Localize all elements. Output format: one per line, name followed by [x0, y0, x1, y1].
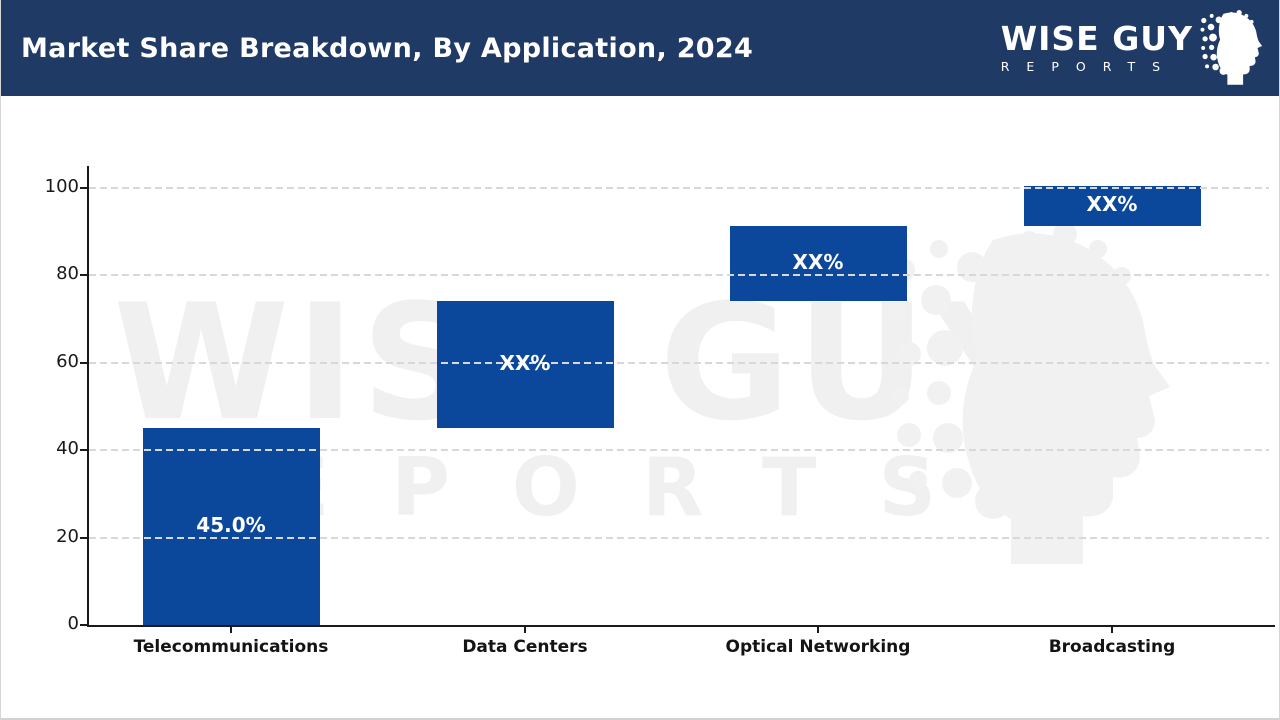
- y-tick-40: [80, 449, 89, 451]
- category-label-telecommunications: Telecommunications: [133, 637, 329, 657]
- category-label-broadcasting: Broadcasting: [1048, 637, 1176, 657]
- x-tick-data-centers: [524, 625, 526, 633]
- y-tick-0: [80, 624, 89, 626]
- y-tick-label-20: 20: [56, 525, 79, 547]
- brand-logo-text: WISE GUY REPORTS: [1001, 21, 1193, 75]
- gridline-100: [89, 186, 1269, 189]
- brand-subtext: REPORTS: [1000, 59, 1178, 74]
- page-header: Market Share Breakdown, By Application, …: [1, 0, 1279, 96]
- y-tick-label-80: 80: [56, 263, 79, 284]
- gridline-20: [89, 536, 1269, 539]
- bar-value-label-broadcasting: XX%: [1086, 192, 1138, 217]
- bar-broadcasting: [1023, 186, 1201, 226]
- y-tick-100: [80, 186, 89, 189]
- y-tick-label-60: 60: [56, 350, 79, 372]
- bar-value-label-telecommunications: 45.0%: [196, 512, 266, 537]
- gridline-80: [89, 274, 1269, 276]
- page-title: Market Share Breakdown, By Application, …: [21, 32, 754, 64]
- y-tick-label-0: 0: [67, 613, 79, 634]
- y-tick-20: [80, 536, 89, 539]
- brand-logo: WISE GUY REPORTS: [1001, 10, 1263, 86]
- bar-data-centers: [436, 301, 614, 429]
- bar-value-label-optical-networking: XX%: [792, 249, 844, 274]
- gridline-40: [89, 449, 1269, 451]
- category-label-optical-networking: Optical Networking: [725, 637, 911, 657]
- x-tick-optical-networking: [817, 625, 819, 633]
- y-tick-60: [80, 361, 89, 364]
- brand-wordmark: WISE GUY: [1000, 19, 1193, 58]
- brand-face-icon: [1197, 10, 1263, 86]
- y-tick-label-100: 100: [44, 175, 79, 197]
- bar-value-label-data-centers: XX%: [499, 350, 551, 375]
- y-tick-label-40: 40: [56, 438, 79, 459]
- x-tick-broadcasting: [1111, 625, 1113, 633]
- category-label-data-centers: Data Centers: [462, 637, 588, 657]
- x-tick-telecommunications: [230, 625, 232, 633]
- x-axis-line: [87, 625, 1275, 627]
- gridline-60: [89, 361, 1269, 364]
- bar-optical-networking: [729, 226, 907, 302]
- bar-telecommunications: [142, 428, 320, 625]
- y-tick-80: [80, 274, 89, 276]
- y-axis-line: [87, 165, 89, 627]
